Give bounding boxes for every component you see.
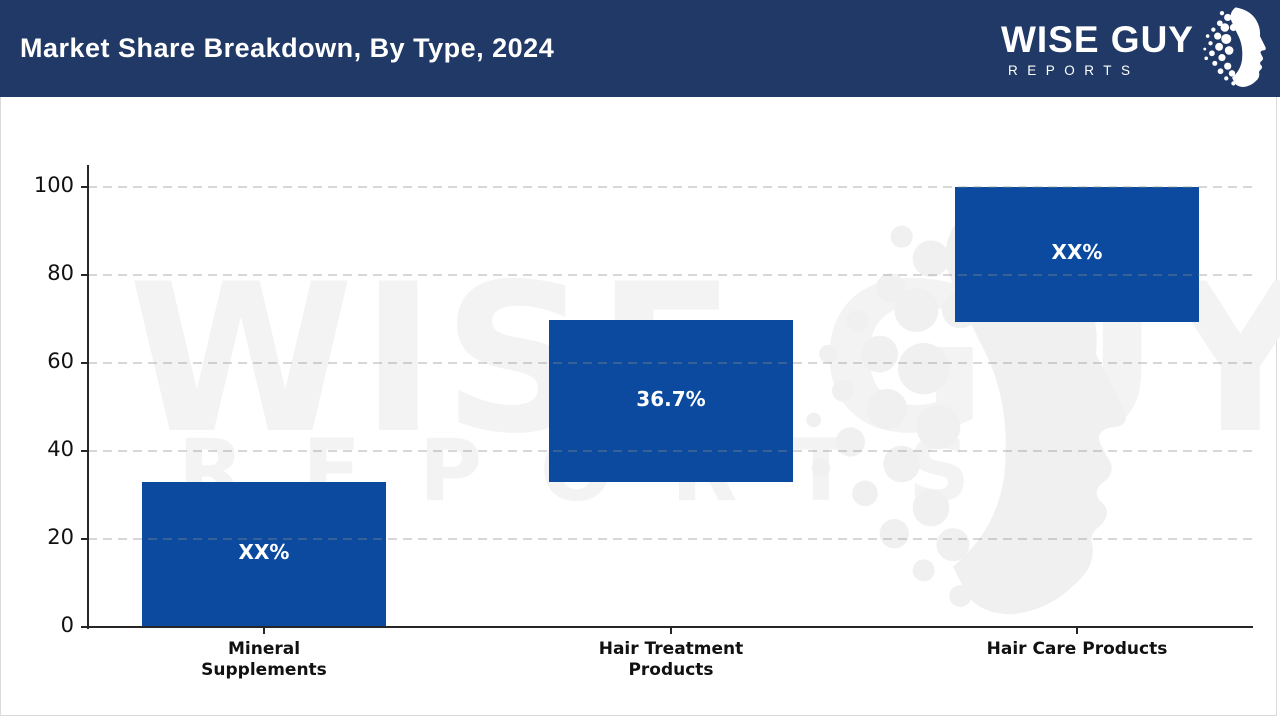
y-gridline [88, 361, 1253, 364]
x-category-label: Hair Treatment Products [598, 639, 744, 680]
x-tick-mark [1076, 627, 1078, 634]
bar-value-label: 36.7% [636, 386, 706, 411]
y-tick-mark [81, 537, 88, 540]
bar-segment [142, 481, 386, 627]
x-tick-mark [263, 627, 265, 634]
header-bar: Market Share Breakdown, By Type, 2024 WI… [0, 0, 1280, 97]
y-tick-mark [81, 273, 88, 276]
x-category-label: Hair Care Products [986, 639, 1168, 659]
x-category-label: Mineral Supplements [201, 639, 327, 680]
x-tick-mark [670, 627, 672, 634]
y-tick-mark [81, 361, 88, 364]
y-tick-label: 0 [60, 613, 74, 637]
y-tick-label: 40 [47, 436, 74, 461]
y-tick-label: 80 [47, 260, 74, 285]
y-axis-spine [87, 165, 89, 629]
y-tick-label: 60 [47, 348, 74, 373]
y-tick-label: 20 [47, 524, 74, 549]
y-tick-label: 100 [33, 172, 74, 197]
y-tick-mark [81, 449, 88, 452]
x-axis-spine [87, 626, 1253, 628]
y-gridline [88, 537, 1253, 540]
bar-value-label: XX% [1051, 240, 1103, 265]
bar-segment [549, 319, 793, 482]
y-tick-mark [81, 185, 88, 188]
y-gridline [88, 273, 1253, 276]
brand-head-mark [1196, 6, 1268, 92]
y-gridline [88, 185, 1253, 188]
page-title: Market Share Breakdown, By Type, 2024 [20, 33, 555, 63]
brand-name: WISE GUY [1000, 18, 1194, 60]
brand-logo: WISE GUY REPORTS [1001, 4, 1268, 94]
bar-value-label: XX% [238, 540, 290, 565]
dotted-head-icon [1203, 7, 1266, 87]
brand-logo-text: WISE GUY REPORTS [1000, 18, 1194, 79]
y-tick-mark [81, 626, 88, 628]
brand-subtitle: REPORTS [1007, 62, 1140, 78]
y-gridline [88, 449, 1253, 452]
bar-segment [955, 186, 1199, 322]
